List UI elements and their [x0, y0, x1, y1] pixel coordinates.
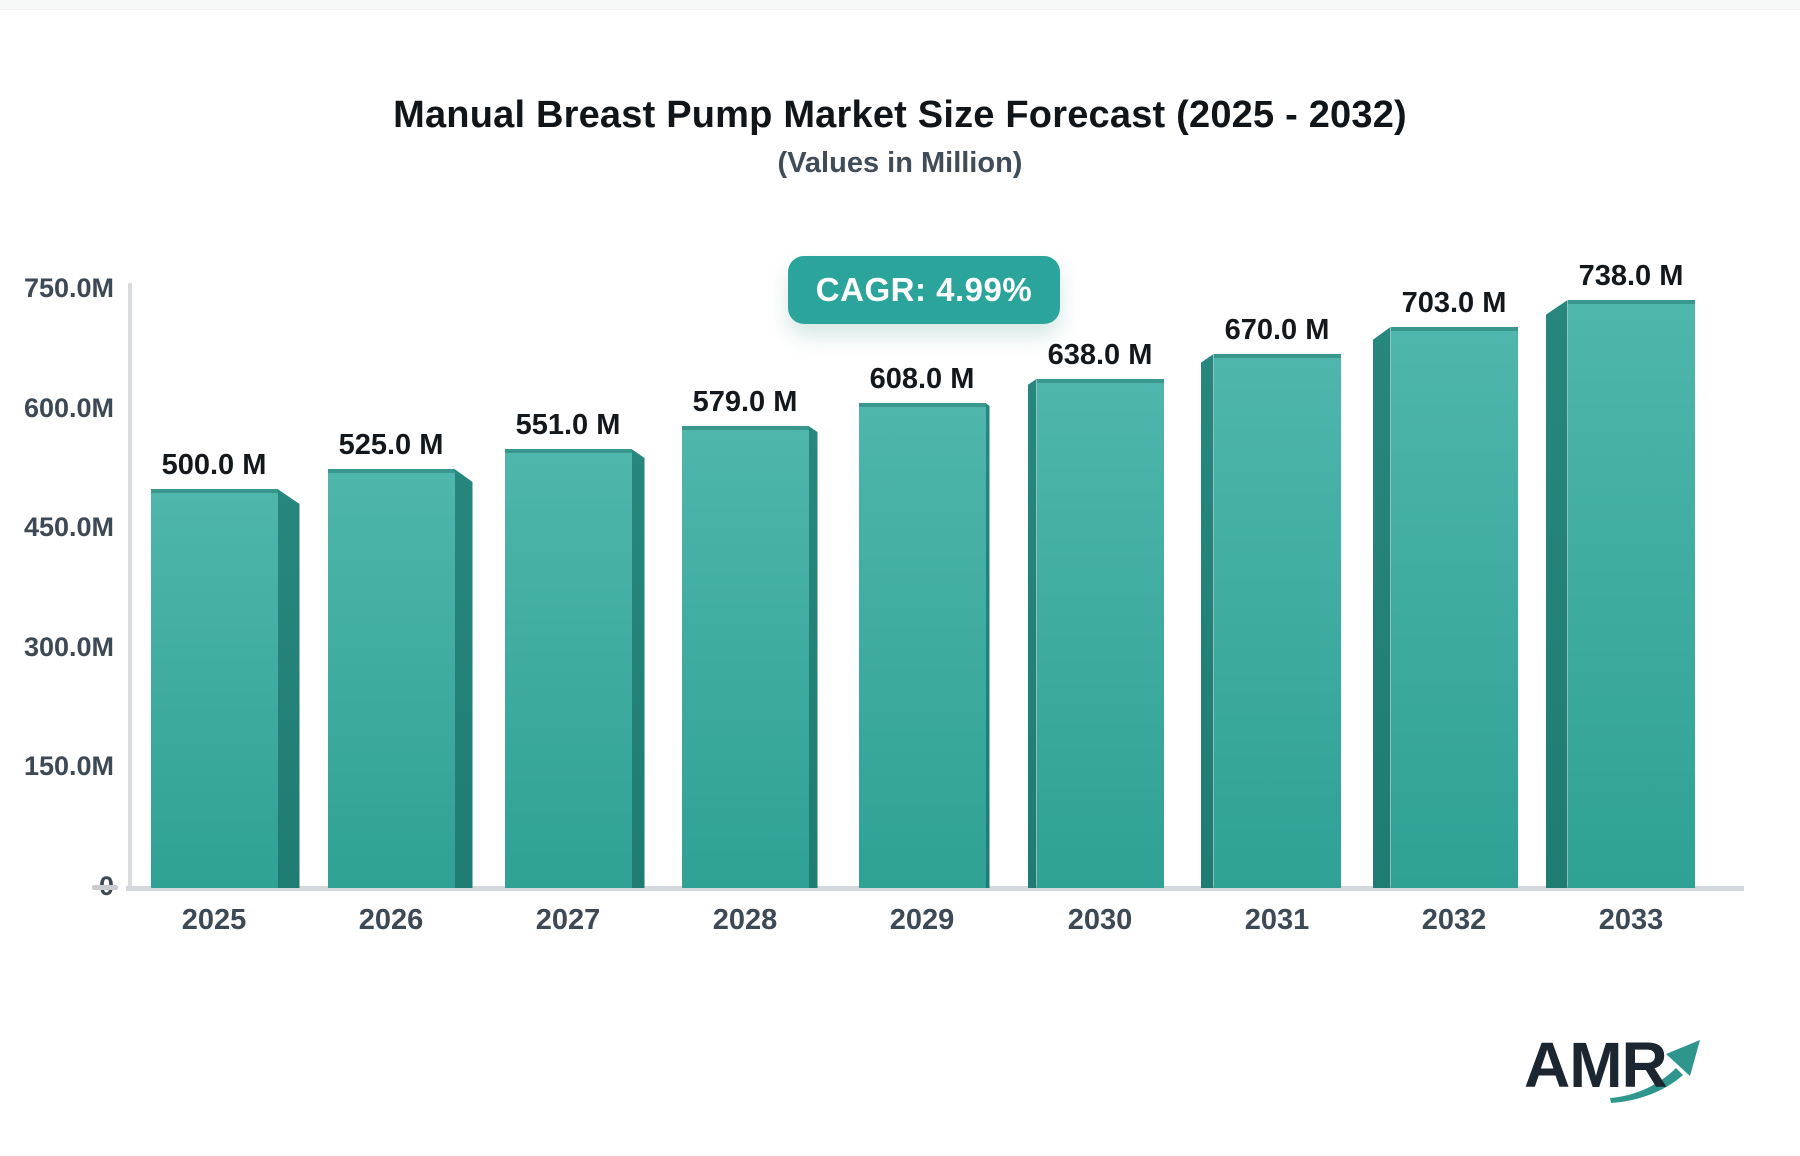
bar-front-face — [1567, 300, 1695, 888]
bar-side-face — [985, 403, 990, 888]
bar-2031: 670.0 M — [1200, 314, 1341, 888]
x-axis-year-label: 2030 — [1067, 904, 1133, 936]
bar-value-label: 551.0 M — [515, 409, 621, 441]
chart-subtitle: (Values in Million) — [777, 147, 1023, 179]
y-axis-tick-label: 300.0M — [23, 631, 114, 662]
bar-2026: 525.0 M — [327, 429, 473, 888]
bar-value-label: 579.0 M — [692, 386, 798, 418]
y-axis-line — [128, 283, 132, 890]
bar-side-face — [1545, 300, 1568, 888]
chart-title: Manual Breast Pump Market Size Forecast … — [393, 94, 1407, 136]
bar-2032: 703.0 M — [1372, 287, 1518, 888]
cagr-badge-label: CAGR: 4.99% — [815, 271, 1033, 308]
growth-arrow-icon — [1610, 1040, 1700, 1103]
bar-side-face — [454, 469, 473, 888]
bar-front-face — [1213, 354, 1341, 888]
bar-value-label: 670.0 M — [1224, 314, 1330, 346]
x-axis-year-label: 2027 — [535, 904, 601, 936]
x-axis-year-label: 2026 — [358, 904, 424, 936]
bar-2029: 608.0 M — [858, 363, 990, 888]
amr-logo: AMR — [1500, 1020, 1730, 1120]
y-axis-tick-label: 600.0M — [23, 392, 114, 423]
bar-front-face — [858, 403, 986, 888]
bar-value-label: 608.0 M — [869, 363, 975, 395]
x-axis-baseline — [126, 886, 1744, 891]
x-axis-year-label: 2031 — [1244, 904, 1310, 936]
bar-value-label: 500.0 M — [161, 449, 267, 481]
x-axis-year-label: 2029 — [889, 904, 955, 936]
bar-value-label: 525.0 M — [338, 429, 444, 461]
bar-value-label: 738.0 M — [1578, 260, 1684, 292]
bar-front-face — [327, 469, 455, 888]
bar-side-face — [277, 489, 300, 888]
bar-2025: 500.0 M — [150, 449, 300, 888]
bar-value-label: 638.0 M — [1047, 339, 1153, 371]
y-axis-tick-label: 450.0M — [23, 512, 114, 543]
bar-side-face — [1372, 327, 1391, 888]
x-axis-year-label: 2033 — [1598, 904, 1664, 936]
zero-tick-mark — [92, 885, 118, 890]
amr-logo-text: AMR — [1524, 1029, 1668, 1101]
y-axis-tick-label: 750.0M — [23, 273, 114, 303]
bar-side-face — [1027, 379, 1037, 888]
page-top-strip — [0, 0, 1800, 10]
bar-2033: 738.0 M — [1545, 260, 1695, 888]
bar-2027: 551.0 M — [504, 409, 645, 888]
bar-front-face — [1036, 379, 1164, 888]
bar-side-face — [631, 449, 645, 888]
bar-front-face — [504, 449, 632, 888]
bar-side-face — [1200, 354, 1214, 888]
bar-front-face — [150, 489, 278, 888]
bar-side-face — [808, 426, 818, 888]
x-axis-year-label: 2032 — [1421, 904, 1487, 936]
bar-2030: 638.0 M — [1027, 339, 1164, 888]
y-axis-tick-label: 150.0M — [23, 751, 114, 782]
bar-front-face — [1390, 327, 1518, 888]
x-axis-year-label: 2028 — [712, 904, 778, 936]
bar-front-face — [681, 426, 809, 888]
bar-value-label: 703.0 M — [1401, 287, 1507, 319]
bar-2028: 579.0 M — [681, 386, 818, 888]
cagr-badge: CAGR: 4.99% — [788, 256, 1060, 324]
x-axis-year-label: 2025 — [181, 904, 247, 936]
